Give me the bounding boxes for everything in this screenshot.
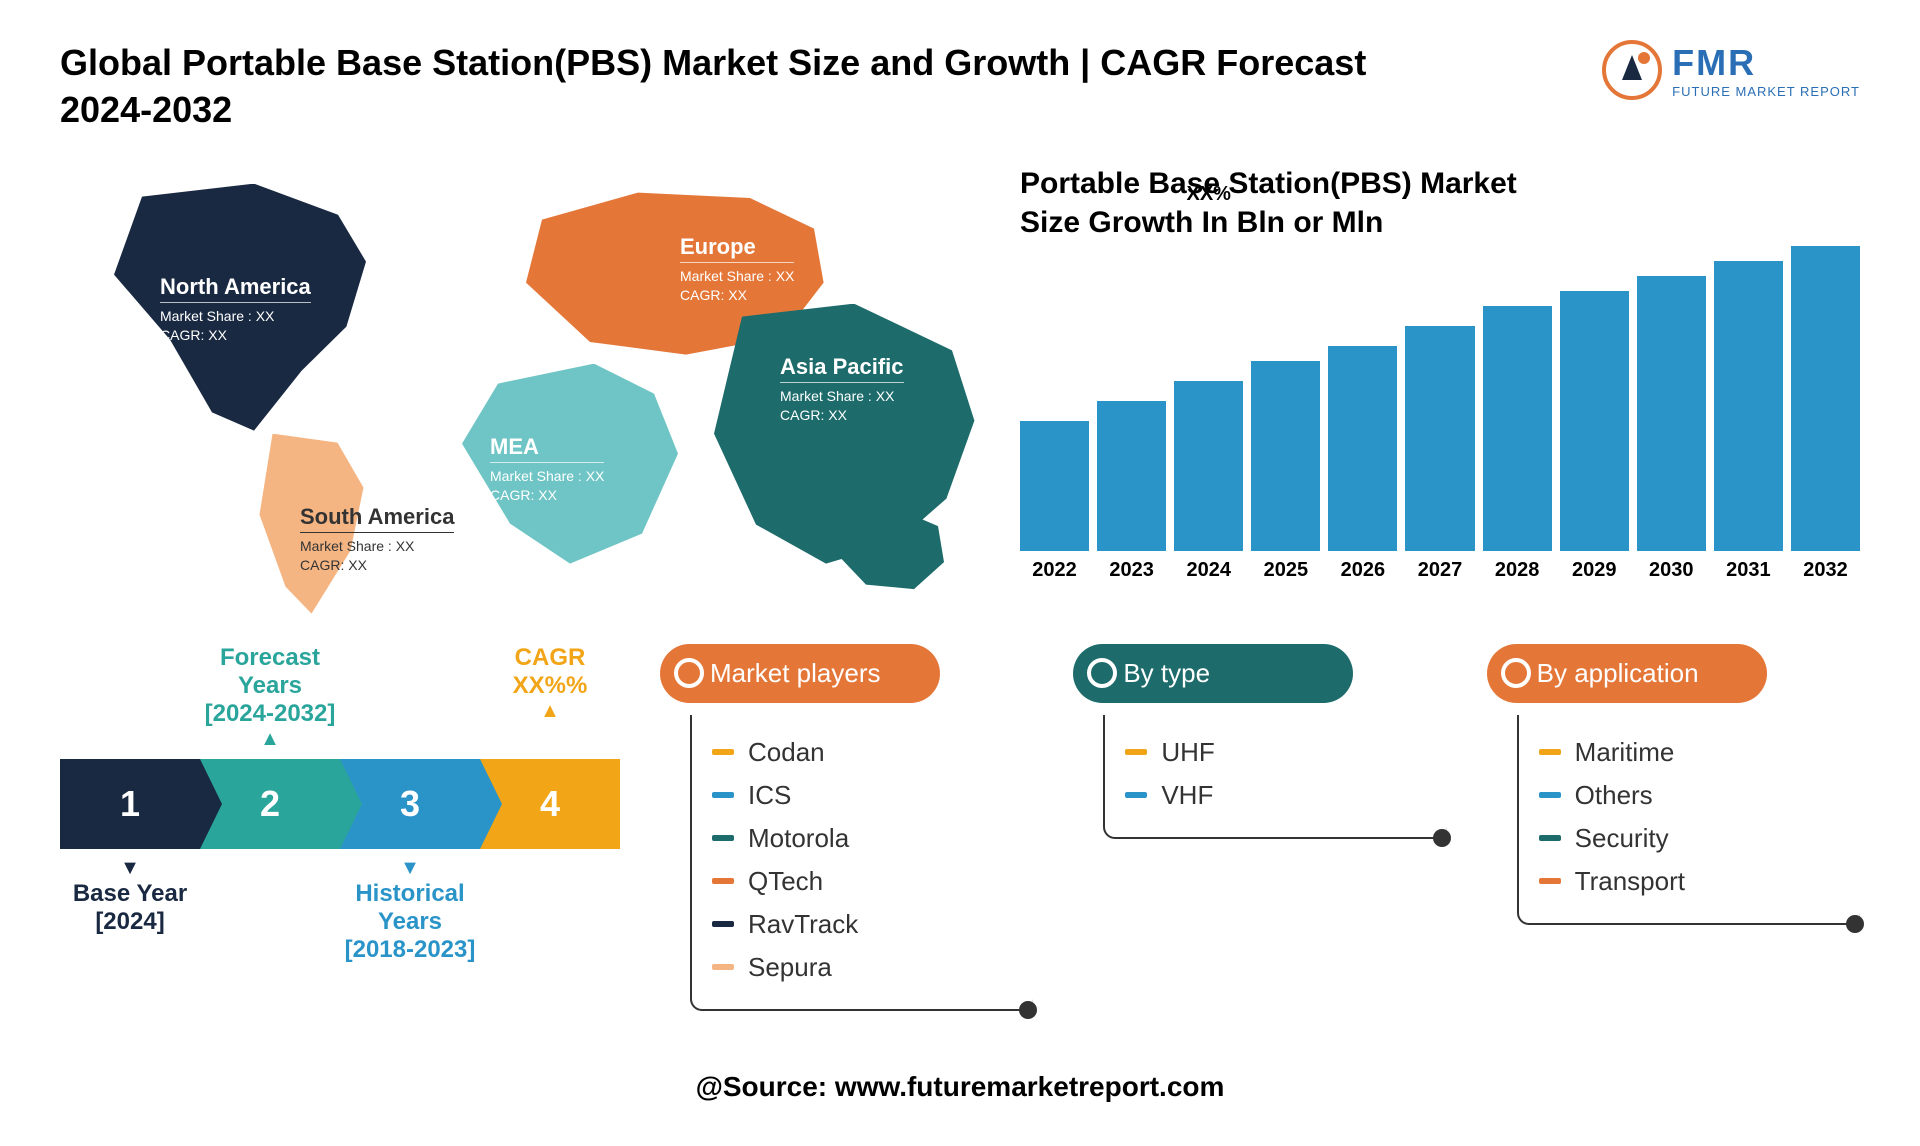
category-item: Maritime — [1539, 731, 1840, 774]
category-item: Sepura — [712, 946, 1013, 989]
page-title: Global Portable Base Station(PBS) Market… — [60, 40, 1410, 134]
bar-chart: Portable Base Station(PBS) Market Size G… — [1020, 164, 1860, 604]
category-2: By application MaritimeOthersSecurityTran… — [1487, 644, 1860, 1011]
bar-2026: 2026 — [1328, 346, 1397, 582]
source-text: @Source: www.futuremarketreport.com — [60, 1071, 1860, 1103]
region-label-mea: MEAMarket Share : XXCAGR: XX — [490, 434, 604, 506]
bar-2023: 2023 — [1097, 401, 1166, 582]
category-0: Market players CodanICSMotorolaQTechRavTr… — [660, 644, 1033, 1011]
forecast-label: Forecast Years [2024-2032] ▲ — [200, 644, 340, 751]
bar-2024: XX%2024 — [1174, 381, 1243, 582]
category-item: UHF — [1125, 731, 1426, 774]
logo: FMR FUTURE MARKET REPORT — [1602, 40, 1860, 100]
timeline: Forecast Years [2024-2032] ▲ CAGR XX%% ▲… — [60, 644, 620, 964]
bar-2022: 2022 — [1020, 421, 1089, 582]
bar-2030: 2030 — [1637, 276, 1706, 582]
chart-title: Portable Base Station(PBS) Market Size G… — [1020, 164, 1540, 242]
category-item: Codan — [712, 731, 1013, 774]
logo-icon — [1602, 40, 1662, 100]
world-map: North AmericaMarket Share : XXCAGR: XX So… — [60, 164, 980, 604]
bar-2029: 2029 — [1560, 291, 1629, 582]
category-item: QTech — [712, 860, 1013, 903]
category-header: Market players — [660, 644, 940, 703]
timeline-seg-1: 1 — [60, 759, 200, 849]
category-item: ICS — [712, 774, 1013, 817]
bar-2028: 2028 — [1483, 306, 1552, 582]
category-item: VHF — [1125, 774, 1426, 817]
category-item: Transport — [1539, 860, 1840, 903]
category-header: By application — [1487, 644, 1767, 703]
region-label-sa: South AmericaMarket Share : XXCAGR: XX — [300, 504, 454, 576]
bar-2025: 2025 — [1251, 361, 1320, 582]
map-region-ap — [700, 304, 980, 564]
region-label-ap: Asia PacificMarket Share : XXCAGR: XX — [780, 354, 904, 426]
category-item: RavTrack — [712, 903, 1013, 946]
historical-label: ▼ Historical Years [2018-2023] — [340, 857, 480, 964]
bar-2032: XX%2032 — [1791, 246, 1860, 582]
bar-2031: 2031 — [1714, 261, 1783, 582]
category-item: Security — [1539, 817, 1840, 860]
logo-sub: FUTURE MARKET REPORT — [1672, 84, 1860, 99]
region-label-na: North AmericaMarket Share : XXCAGR: XX — [160, 274, 311, 346]
bar-2027: 2027 — [1405, 326, 1474, 582]
category-item: Others — [1539, 774, 1840, 817]
category-header: By type — [1073, 644, 1353, 703]
logo-main: FMR — [1672, 42, 1860, 84]
base-year-label: ▼ Base Year [2024] — [60, 857, 200, 964]
cagr-label: CAGR XX%% ▲ — [480, 644, 620, 751]
category-item: Motorola — [712, 817, 1013, 860]
region-label-eu: EuropeMarket Share : XXCAGR: XX — [680, 234, 794, 306]
category-1: By type UHFVHF — [1073, 644, 1446, 1011]
